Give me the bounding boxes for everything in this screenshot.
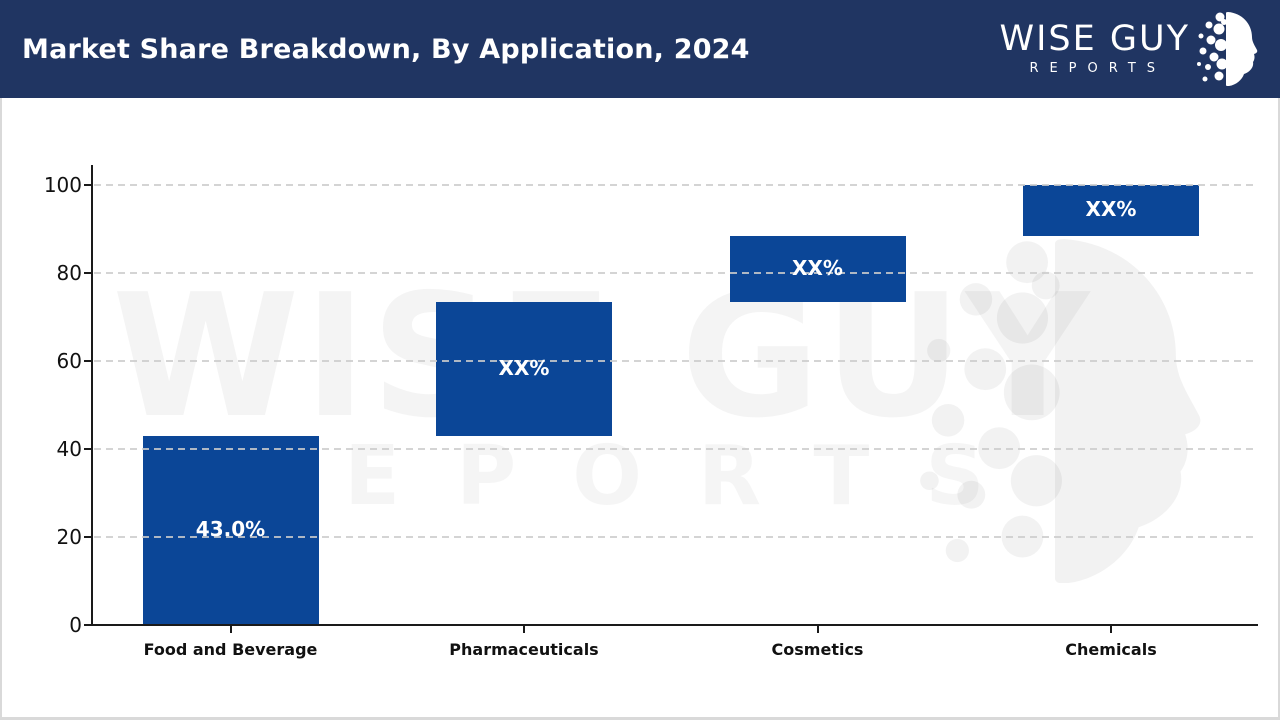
y-axis-tick [84,272,92,274]
watermark-face-icon [920,238,1201,584]
y-axis-tick-label: 40 [56,437,82,461]
bar-chemicals [1023,185,1199,236]
y-axis-tick-label: 0 [69,613,82,637]
bar-value-label: 43.0% [195,517,266,542]
gridline [94,184,1258,186]
x-axis-tick [229,626,232,633]
x-axis-line [91,624,1258,626]
y-axis-tick [84,184,92,186]
x-axis-tick [816,626,819,633]
bar-pharmaceuticals [436,301,612,436]
logo-wordmark-line2: REPORTS [1029,61,1167,76]
bar-value-label: XX% [792,255,843,280]
y-axis-tick [84,624,92,626]
bar-value-label: XX% [498,355,550,380]
logo-wordmark: WISE GUY REPORTS [999,19,1190,77]
bar-cosmetics [729,235,906,302]
y-axis-tick [84,360,92,362]
page-left-border [0,98,2,720]
y-axis-tick-label: 100 [43,173,82,197]
x-axis-category-label: Food and Beverage [143,640,318,659]
gridline [94,448,1258,450]
logo-face-icon [1197,12,1258,86]
y-axis-tick [84,536,92,538]
gridline [94,272,1258,274]
x-axis-category-label: Chemicals [1065,640,1157,659]
header: Market Share Breakdown, By Application, … [0,0,1280,98]
y-axis-tick [84,448,92,450]
logo: WISE GUY REPORTS [999,9,1258,89]
x-axis-category-label: Cosmetics [771,640,864,659]
bar-food-and-beverage [142,435,319,625]
x-axis-tick [1110,626,1112,633]
page-bottom-border [0,717,1280,720]
gridline [94,360,1258,362]
bar-value-label: XX% [1085,197,1137,222]
page-right-border [1278,98,1280,720]
x-axis-tick [523,626,525,633]
logo-wordmark-line1: WISE GUY [999,19,1190,59]
gridline [94,536,1258,538]
x-axis-category-label: Pharmaceuticals [449,640,599,659]
y-axis-tick-label: 20 [56,525,82,549]
y-axis-line [91,165,93,626]
page-title: Market Share Breakdown, By Application, … [22,33,750,65]
y-axis-tick-label: 80 [56,261,82,285]
y-axis-tick-label: 60 [56,349,82,373]
